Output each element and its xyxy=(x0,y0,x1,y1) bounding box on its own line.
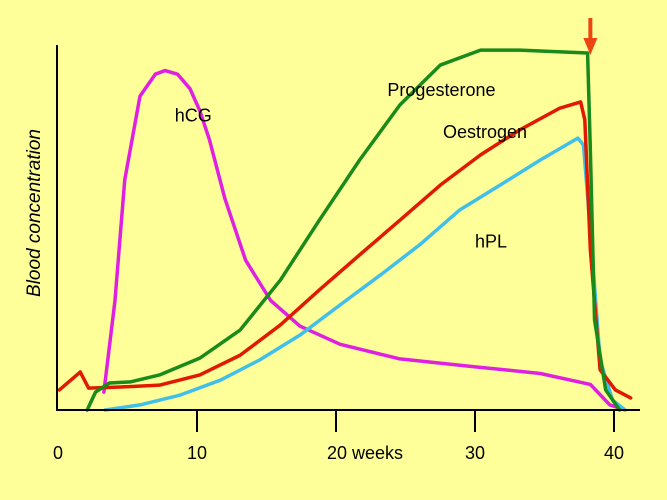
arrow-annotation xyxy=(583,18,598,55)
y-axis-label: Blood concentration xyxy=(24,129,45,297)
series-label-progesterone: Progesterone xyxy=(387,80,495,100)
x-tick-label: 30 xyxy=(465,443,485,463)
series-line-progesterone xyxy=(85,48,622,412)
x-tick-label: 0 xyxy=(53,443,63,463)
x-tick-label: 20 weeks xyxy=(327,443,403,463)
x-tick-label: 40 xyxy=(604,443,624,463)
series-label-hpl: hPL xyxy=(475,232,507,252)
x-tick-label: 10 xyxy=(187,443,207,463)
series-label-oestrogen: Oestrogen xyxy=(443,122,527,142)
series-line-oestrogen xyxy=(57,100,633,400)
series-label-hcg: hCG xyxy=(175,106,212,126)
series-line-hcg xyxy=(102,68,627,412)
arrow-head xyxy=(583,38,598,55)
